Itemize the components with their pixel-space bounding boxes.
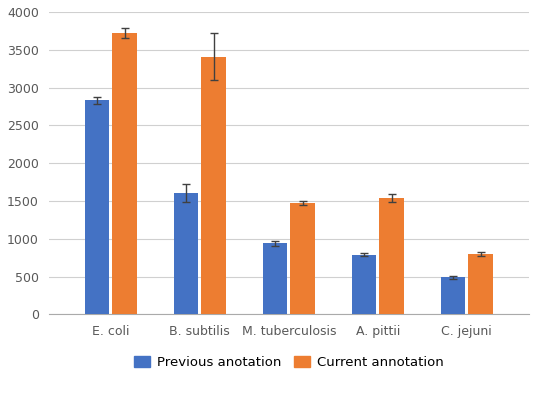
- Bar: [379, 198, 404, 314]
- Bar: [441, 277, 465, 314]
- Bar: [85, 101, 109, 314]
- Legend: Previous anotation, Current annotation: Previous anotation, Current annotation: [129, 351, 449, 375]
- Bar: [290, 203, 315, 314]
- Bar: [112, 33, 137, 314]
- Bar: [263, 243, 287, 314]
- Bar: [468, 254, 493, 314]
- Bar: [201, 57, 226, 314]
- Bar: [174, 193, 198, 314]
- Bar: [352, 255, 376, 314]
